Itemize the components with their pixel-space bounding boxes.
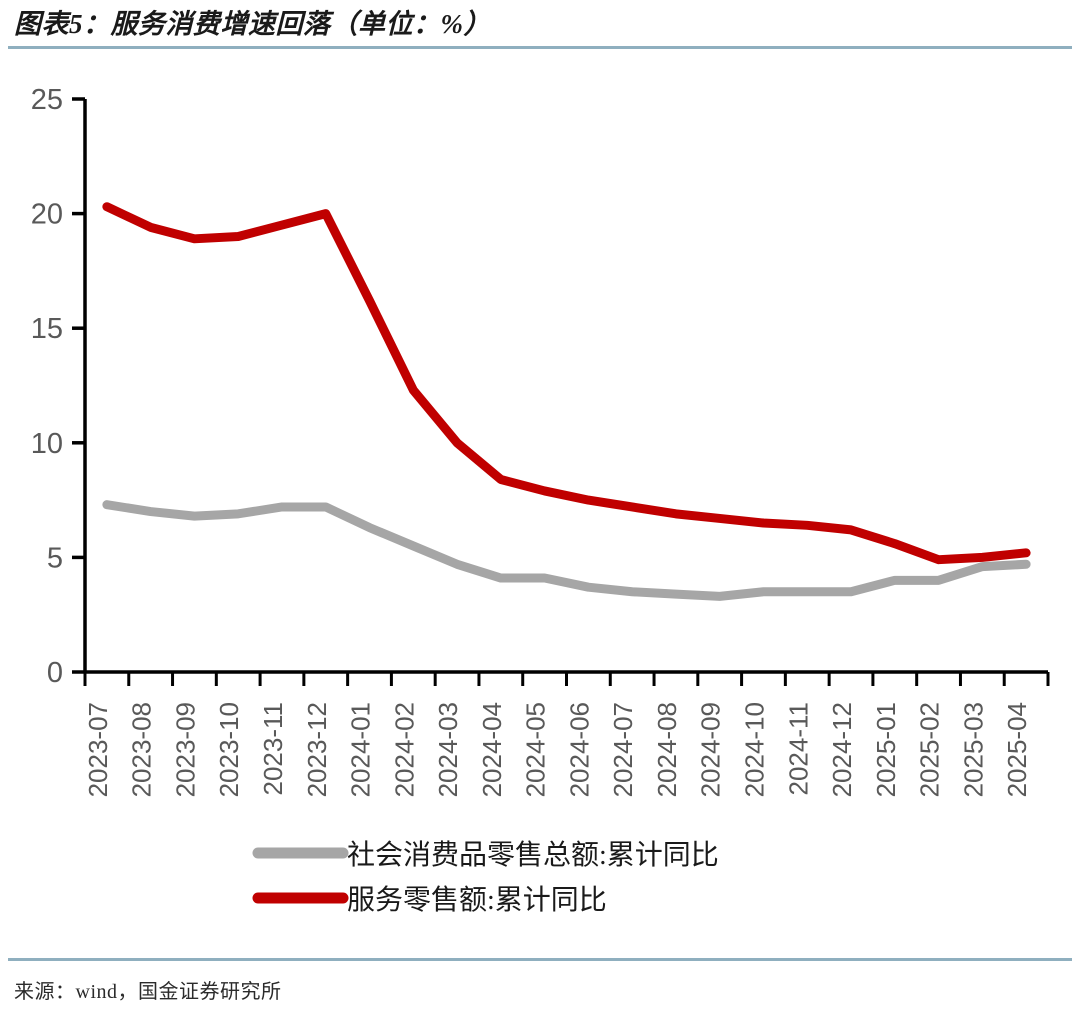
x-axis-tick-label: 2024-04 [477, 702, 507, 797]
y-axis-tick-label: 10 [31, 428, 63, 460]
x-axis-tick-label: 2024-01 [346, 702, 376, 797]
y-axis-tick-label: 5 [47, 542, 63, 574]
x-axis-tick-label: 2024-07 [608, 702, 638, 797]
y-axis-tick-label: 20 [31, 199, 63, 231]
series-line-1 [102, 500, 1031, 601]
x-axis-tick-label: 2024-11 [783, 702, 813, 796]
y-axis-tick-label: 15 [31, 313, 63, 345]
x-axis-tick-label: 2024-12 [827, 702, 857, 797]
page-title: 图表5：服务消费增速回落（单位：%） [14, 9, 491, 39]
axis-lines [83, 99, 1048, 674]
data-series-group [102, 202, 1031, 601]
x-axis-tick-label: 2025-03 [958, 702, 988, 797]
x-axis-tick-label: 2023-09 [170, 702, 200, 797]
x-axis-tick-label: 2023-12 [302, 702, 332, 797]
x-axis-tick-label: 2024-02 [389, 702, 419, 797]
x-axis-tick-label: 2023-10 [214, 702, 244, 797]
x-axis-tick-label: 2024-09 [696, 702, 726, 797]
legend-label-2: 服务零售额:累计同比 [347, 884, 607, 916]
legend-label-1: 社会消费品零售总额:累计同比 [347, 839, 719, 871]
divider-top [8, 46, 1072, 49]
x-axis-tick-label: 2023-11 [258, 702, 288, 796]
x-axis-tick-label: 2023-08 [127, 702, 157, 797]
line-chart-svg: 2023-07 2023-08 2023-09 2023-10 2023-11 2023-… [31, 84, 1050, 916]
source-note: 来源：wind，国金证券研究所 [14, 981, 282, 1003]
x-axis-labels: 2023-07 2023-08 2023-09 2023-10 2023-11 2023-… [83, 702, 1032, 797]
x-axis-tick-label: 2025-04 [1002, 702, 1032, 797]
divider-bottom [8, 958, 1072, 961]
y-axis-labels: 0 5 10 15 20 25 [31, 84, 63, 689]
y-axis-tick-label: 25 [31, 84, 63, 116]
x-axis-tick-label: 2024-10 [739, 702, 769, 797]
chart-plot-area: 2023-07 2023-08 2023-09 2023-10 2023-11 2023-… [0, 50, 1080, 950]
y-axis-ticks [72, 97, 85, 674]
x-axis-tick-label: 2024-06 [564, 702, 594, 797]
x-axis-tick-label: 2024-03 [433, 702, 463, 797]
x-axis-tick-label: 2024-05 [521, 702, 551, 797]
x-axis-tick-label: 2024-08 [652, 702, 682, 797]
series-line-2 [102, 202, 1031, 565]
x-axis-tick-label: 2023-07 [83, 702, 113, 797]
x-axis-tick-label: 2025-01 [871, 702, 901, 797]
x-axis-tick-label: 2025-02 [915, 702, 945, 797]
chart-title-bar: 图表5：服务消费增速回落（单位：%） [0, 0, 1080, 50]
y-axis-tick-label: 0 [47, 657, 63, 689]
x-axis-ticks [83, 672, 1050, 686]
